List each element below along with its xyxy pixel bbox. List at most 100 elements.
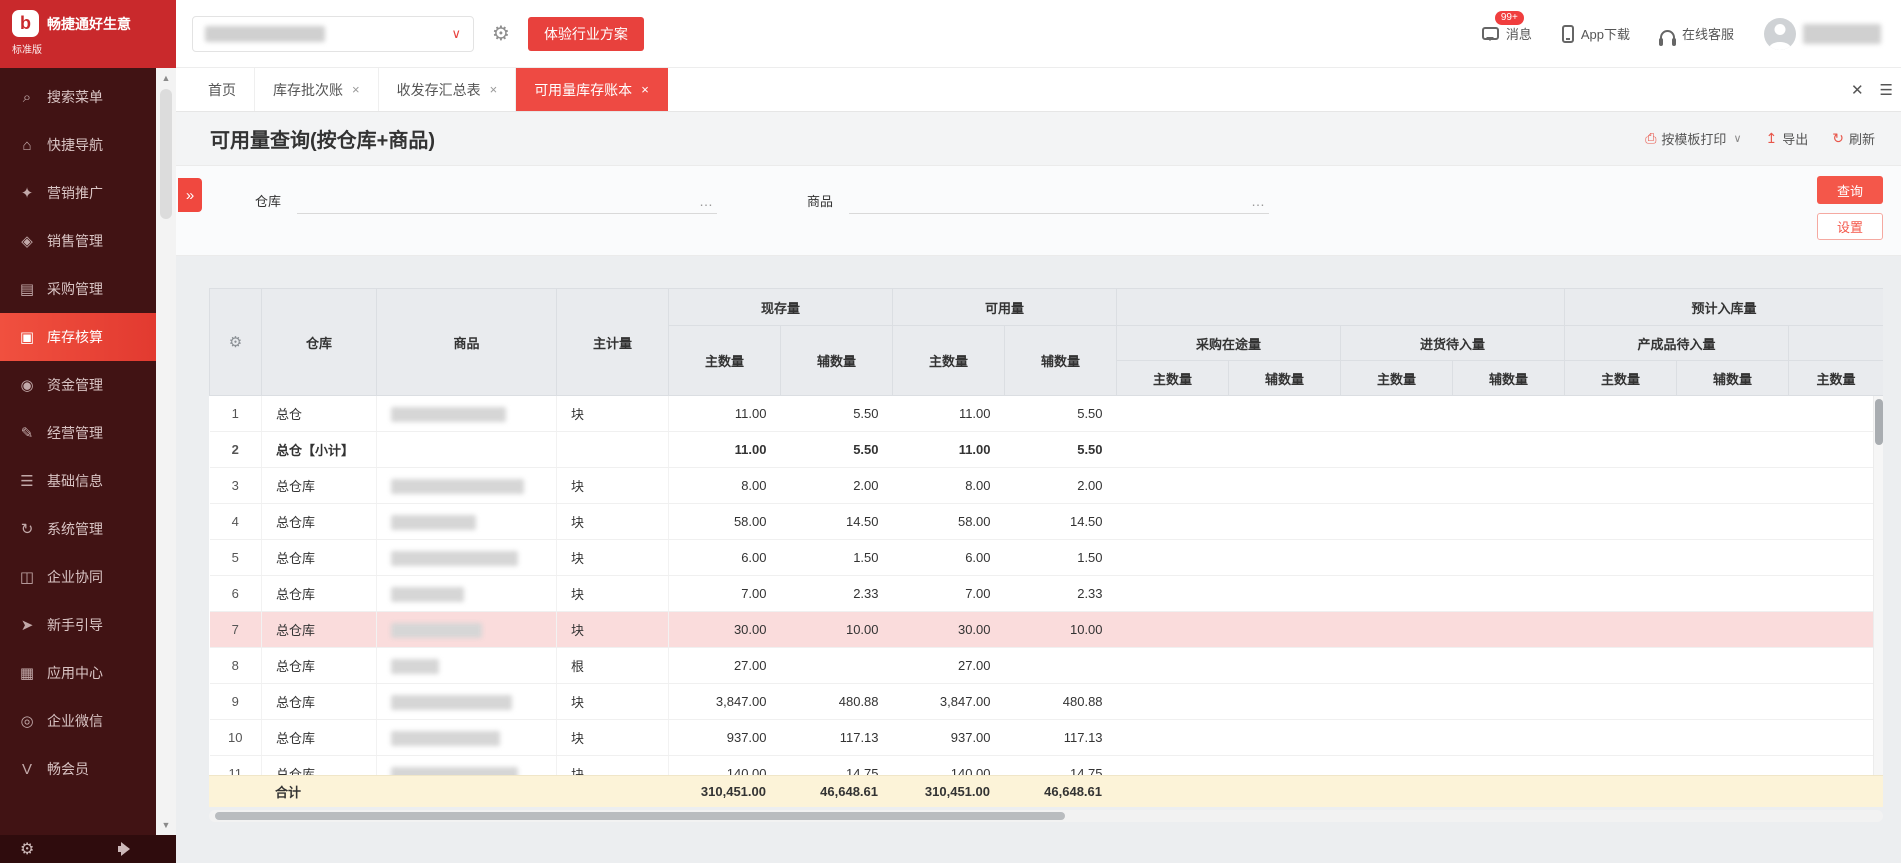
- cell-main-unit: 块: [556, 575, 669, 612]
- table-row[interactable]: 11 总仓库 块 140.00 14.75 140.00 14.75: [209, 755, 1883, 775]
- redacted-product: [391, 622, 482, 638]
- trial-plan-button[interactable]: 体验行业方案: [527, 16, 644, 51]
- sidebar-scroll-thumb[interactable]: [160, 89, 172, 219]
- sidebar-item-collaboration[interactable]: ◫ 企业协同: [0, 553, 156, 601]
- tab-close-icon[interactable]: ×: [489, 82, 498, 97]
- tab-close-icon[interactable]: ×: [352, 82, 360, 97]
- quick-search-box[interactable]: ∨: [192, 15, 474, 52]
- vertical-scrollbar[interactable]: [1873, 396, 1883, 775]
- sidebar-item-purchase[interactable]: ▤ 采购管理: [0, 265, 156, 313]
- user-avatar[interactable]: [1764, 17, 1796, 50]
- table-row[interactable]: 4 总仓库 块 58.00 14.50 58.00 14.50: [209, 503, 1883, 540]
- announcement-speaker-icon[interactable]: [118, 842, 134, 856]
- product-filter-input[interactable]: …: [849, 188, 1270, 214]
- sidebar-item-funds[interactable]: ◉ 资金管理: [0, 361, 156, 409]
- warehouse-filter-field[interactable]: 仓库 …: [255, 188, 718, 214]
- header-cutoff-main[interactable]: 主数量: [1788, 360, 1883, 396]
- horizontal-scrollbar[interactable]: [209, 810, 1883, 822]
- table-row[interactable]: 6 总仓库 块 7.00 2.33 7.00 2.33: [209, 575, 1883, 612]
- header-stock-aux[interactable]: 辅数量: [779, 325, 894, 396]
- tab-list-icon[interactable]: ☰: [1879, 81, 1893, 99]
- print-by-template-button[interactable]: ⎙ 按模板打印 ∨: [1645, 129, 1741, 148]
- sidebar-item-basic-info[interactable]: ☰ 基础信息: [0, 457, 156, 505]
- search-chevron-down-icon[interactable]: ∨: [451, 25, 461, 41]
- menu-item-label: 新手引导: [47, 617, 103, 633]
- tab-in-out-summary[interactable]: 收发存汇总表 ×: [379, 68, 517, 111]
- settings-button[interactable]: 设置: [1817, 213, 1883, 240]
- sidebar-item-search-menu[interactable]: ⌕ 搜索菜单: [0, 73, 156, 121]
- horizontal-scroll-thumb[interactable]: [215, 812, 1065, 820]
- header-purchase-aux[interactable]: 辅数量: [1228, 360, 1342, 396]
- product-filter-field[interactable]: 商品 …: [807, 188, 1270, 214]
- header-purchase-main[interactable]: 主数量: [1116, 360, 1230, 396]
- sidebar-scrollbar[interactable]: ▲ ▼: [156, 68, 176, 835]
- warehouse-filter-input[interactable]: …: [297, 188, 718, 214]
- cell-purchase-aux: [1228, 611, 1341, 648]
- sidebar-item-system[interactable]: ↻ 系统管理: [0, 505, 156, 553]
- scroll-up-icon[interactable]: ▲: [161, 73, 171, 83]
- sidebar-item-app-center[interactable]: ▦ 应用中心: [0, 649, 156, 697]
- query-button[interactable]: 查询: [1817, 176, 1883, 204]
- header-gear-icon[interactable]: ⚙: [492, 23, 510, 45]
- user-account-item[interactable]: [1764, 17, 1881, 50]
- header-incoming-aux[interactable]: 辅数量: [1452, 360, 1566, 396]
- table-row[interactable]: 1 总仓 块 11.00 5.50 11.00 5.50: [209, 395, 1883, 432]
- header-finished-main[interactable]: 主数量: [1564, 360, 1678, 396]
- online-service-item[interactable]: 在线客服: [1658, 24, 1734, 46]
- close-all-tabs-icon[interactable]: ✕: [1850, 81, 1864, 99]
- sidebar-item-sales[interactable]: ◈ 销售管理: [0, 217, 156, 265]
- warehouse-picker-ellipsis-icon[interactable]: …: [699, 192, 714, 209]
- sidebar-item-wecom[interactable]: ◎ 企业微信: [0, 697, 156, 745]
- scroll-down-icon[interactable]: ▼: [161, 820, 171, 830]
- table-row[interactable]: 8 总仓库 根 27.00 27.00: [209, 647, 1883, 684]
- cell-warehouse: 总仓库: [261, 755, 377, 775]
- header-finished-aux[interactable]: 辅数量: [1676, 360, 1790, 396]
- app-download-item[interactable]: App下载: [1561, 24, 1630, 43]
- tab-home[interactable]: 首页 ×: [190, 68, 255, 111]
- table-row[interactable]: 2 总仓【小计】 11.00 5.50 11.00 5.50: [209, 431, 1883, 468]
- cell-finished-aux: [1676, 755, 1789, 775]
- footer-gear-icon[interactable]: ⚙: [20, 841, 35, 858]
- table-row[interactable]: 10 总仓库 块 937.00 117.13 937.00 117.13: [209, 719, 1883, 756]
- cell-incoming-main: [1340, 719, 1453, 756]
- sidebar-item-operation[interactable]: ✎ 经营管理: [0, 409, 156, 457]
- cell-product: [376, 755, 557, 775]
- vertical-scroll-thumb[interactable]: [1874, 399, 1883, 445]
- messages-item[interactable]: 消息 99+: [1481, 11, 1532, 43]
- header-available-main[interactable]: 主数量: [892, 325, 1006, 396]
- product-picker-ellipsis-icon[interactable]: …: [1251, 192, 1266, 209]
- tab-stock-batch[interactable]: 库存批次账 ×: [255, 68, 379, 111]
- header-warehouse[interactable]: 仓库: [261, 288, 377, 396]
- expand-filters-button[interactable]: »: [178, 178, 202, 212]
- sidebar-item-inventory[interactable]: ▣ 库存核算: [0, 313, 156, 361]
- cell-main-unit: 块: [556, 503, 669, 540]
- sidebar-item-quick-nav[interactable]: ⌂ 快捷导航: [0, 121, 156, 169]
- header-stock-main[interactable]: 主数量: [668, 325, 781, 396]
- tab-available-stock[interactable]: 可用量库存账本 ×: [516, 68, 668, 111]
- refresh-button[interactable]: ↻ 刷新: [1832, 129, 1875, 148]
- cell-incoming-aux: [1452, 755, 1565, 775]
- menu-item-icon: ◫: [19, 569, 35, 586]
- cell-finished-main: [1564, 431, 1677, 468]
- sidebar-item-marketing[interactable]: ✦ 营销推广: [0, 169, 156, 217]
- header-incoming-main[interactable]: 主数量: [1340, 360, 1454, 396]
- table-row[interactable]: 9 总仓库 块 3,847.00 480.88 3,847.00 480.88: [209, 683, 1883, 720]
- table-row[interactable]: 5 总仓库 块 6.00 1.50 6.00 1.50: [209, 539, 1883, 576]
- cell-available-main: 11.00: [892, 395, 1005, 432]
- cell-finished-main: [1564, 683, 1677, 720]
- sidebar-item-guide[interactable]: ➤ 新手引导: [0, 601, 156, 649]
- sidebar-item-member[interactable]: V 畅会员: [0, 745, 156, 793]
- column-settings-gear-icon[interactable]: ⚙: [209, 288, 262, 396]
- header-available-aux[interactable]: 辅数量: [1004, 325, 1118, 396]
- cell-incoming-aux: [1452, 503, 1565, 540]
- table-row[interactable]: 3 总仓库 块 8.00 2.00 8.00 2.00: [209, 467, 1883, 504]
- menu-item-icon: ↻: [20, 521, 34, 538]
- cell-available-aux: 2.33: [1004, 575, 1117, 612]
- header-product[interactable]: 商品: [376, 288, 557, 396]
- table-row[interactable]: 7 总仓库 块 30.00 10.00 30.00 10.00: [209, 611, 1883, 648]
- export-button[interactable]: ↥ 导出: [1766, 129, 1809, 148]
- header-main-unit[interactable]: 主计量: [556, 288, 669, 396]
- tab-close-icon[interactable]: ×: [641, 82, 649, 97]
- cell-available-main: 6.00: [892, 539, 1005, 576]
- cell-product: [376, 431, 557, 468]
